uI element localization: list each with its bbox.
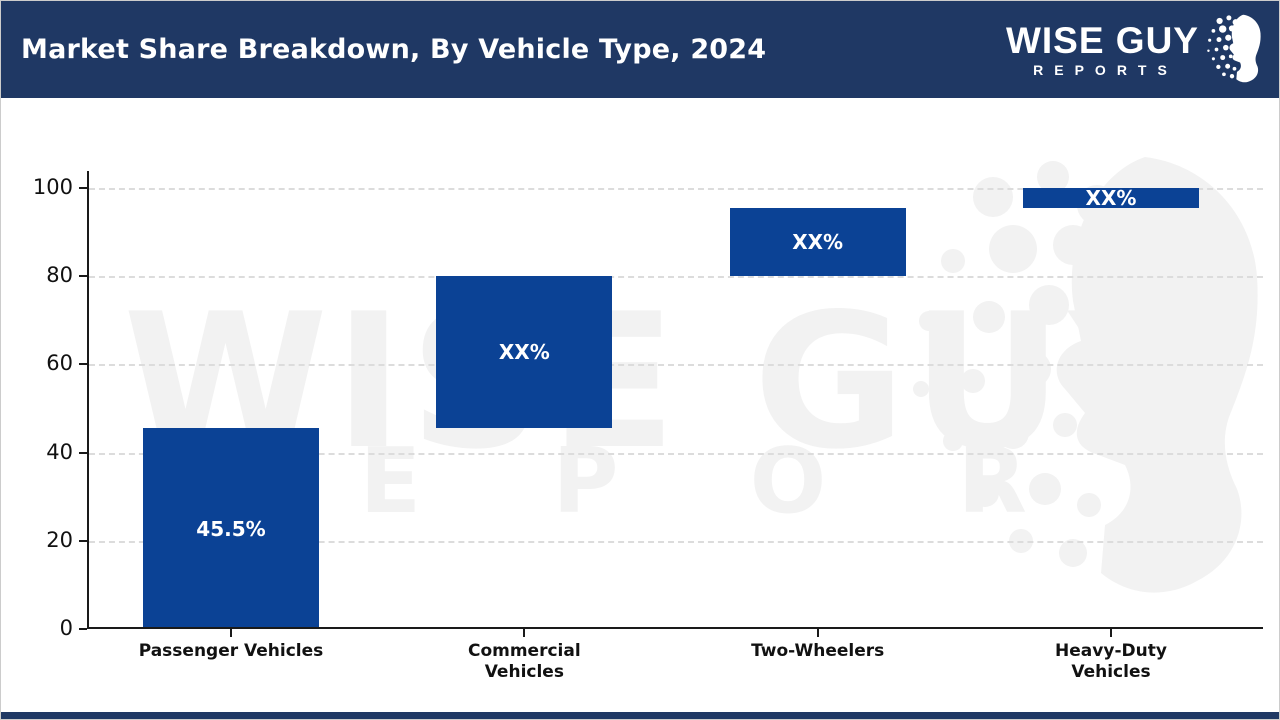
x-tick-mark-0 <box>230 629 232 637</box>
x-tick-mark-1 <box>523 629 526 637</box>
y-tick-mark-80 <box>79 275 87 278</box>
y-axis-line <box>87 171 89 629</box>
bar-value-label: XX% <box>498 340 550 365</box>
bar-heavy-duty-vehicles: XX% <box>1022 185 1199 210</box>
brand-logo: WISE GUY REPORTS <box>1006 12 1263 87</box>
y-tick-label-80: 80 <box>46 263 73 288</box>
y-tick-mark-40 <box>79 451 87 454</box>
y-tick-label-100: 100 <box>32 175 73 199</box>
bar-two-wheelers: XX% <box>729 207 906 277</box>
y-tick-label-60: 60 <box>46 351 73 376</box>
x-tick-label-0: Passenger Vehicles <box>138 641 324 661</box>
footer-accent-bar <box>1 712 1279 719</box>
bar-value-label: XX% <box>792 230 844 255</box>
gridline-y-60 <box>89 364 1263 367</box>
y-tick-label-40: 40 <box>46 439 73 464</box>
x-tick-label-3: Heavy-Duty Vehicles <box>1055 641 1167 683</box>
gridline-y-80 <box>89 276 1263 279</box>
x-tick-mark-3 <box>1109 629 1112 637</box>
bar-value-label: XX% <box>1085 185 1137 210</box>
gridline-y-40 <box>89 452 1263 455</box>
x-tick-mark-2 <box>816 629 819 637</box>
x-axis-line <box>87 627 1263 629</box>
logo-subtitle: REPORTS <box>1033 62 1178 78</box>
bar-value-label: 45.5% <box>196 516 266 541</box>
page-title: Market Share Breakdown, By Vehicle Type,… <box>21 34 767 65</box>
bar-commercial-vehicles: XX% <box>436 276 613 429</box>
bar-passenger-vehicles: 45.5% <box>143 428 319 629</box>
logo-face-icon <box>1201 12 1263 87</box>
y-tick-mark-100 <box>79 187 87 189</box>
x-tick-label-1: Commercial Vehicles <box>467 641 581 683</box>
header-bar: Market Share Breakdown, By Vehicle Type,… <box>1 1 1279 98</box>
y-tick-label-0: 0 <box>59 616 73 640</box>
gridline-y-100 <box>89 188 1263 190</box>
logo-wordmark: WISE GUY <box>1005 20 1199 61</box>
y-tick-mark-0 <box>79 628 87 630</box>
gridline-y-20 <box>89 540 1263 543</box>
y-tick-mark-60 <box>79 363 87 366</box>
y-tick-label-20: 20 <box>46 527 73 552</box>
x-tick-label-2: Two-Wheelers <box>751 641 885 661</box>
y-tick-mark-20 <box>79 539 87 542</box>
